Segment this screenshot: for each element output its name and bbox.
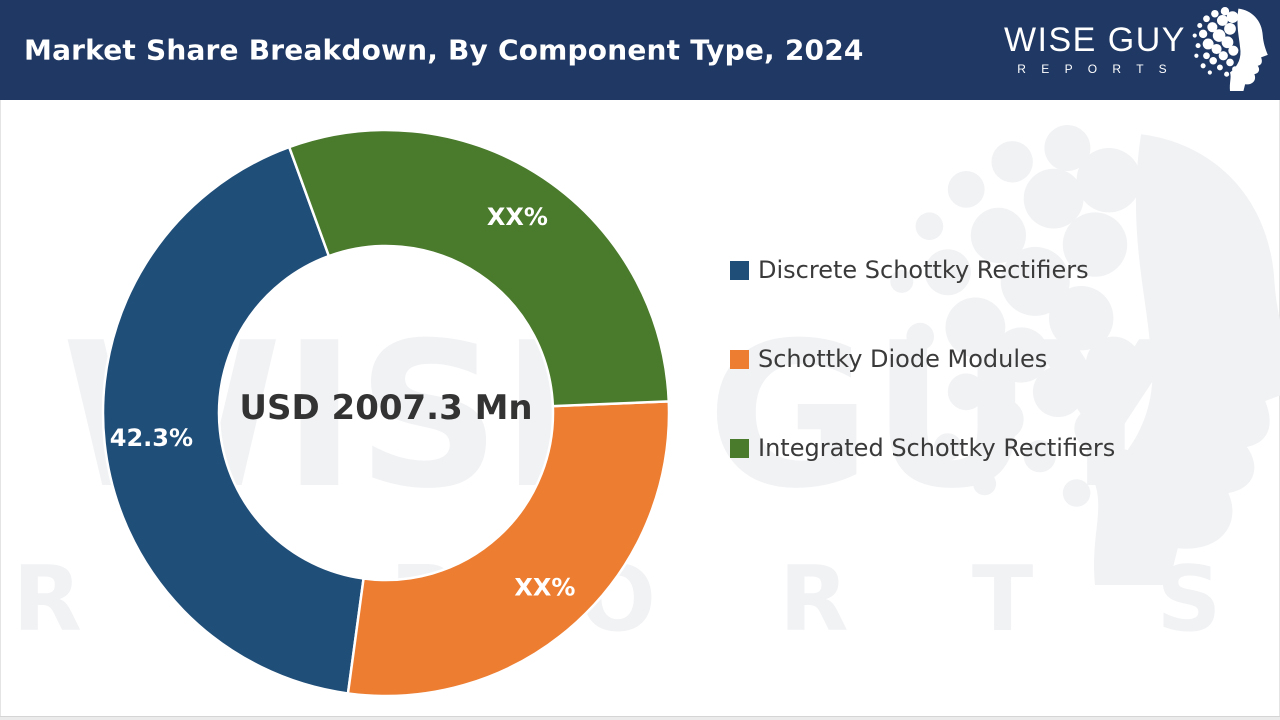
legend-item-discrete-schottky-rectifiers: Discrete Schottky Rectifiers xyxy=(730,256,1115,284)
legend-swatch-blue-icon xyxy=(730,260,749,280)
chart-legend: Discrete Schottky Rectifiers Schottky Di… xyxy=(730,256,1115,462)
legend-item-schottky-diode-modules: Schottky Diode Modules xyxy=(730,345,1115,373)
wise-guy-reports-logo: WISE GUY R E P O R T S xyxy=(1004,4,1272,94)
logo-subtext: R E P O R T S xyxy=(1017,62,1173,77)
header-bar: Market Share Breakdown, By Component Typ… xyxy=(0,0,1280,100)
slice-label-2: XX% xyxy=(487,203,548,231)
logo-text: WISE GUY R E P O R T S xyxy=(1003,20,1186,77)
logo-face-icon xyxy=(1192,7,1268,91)
slice-label-0: 42.3% xyxy=(110,424,193,452)
logo-wordmark: WISE GUY xyxy=(1003,20,1186,59)
slice-label-1: XX% xyxy=(514,574,575,602)
legend-label: Discrete Schottky Rectifiers xyxy=(758,256,1089,284)
footer-strip xyxy=(0,716,1280,720)
legend-item-integrated-schottky-rectifiers: Integrated Schottky Rectifiers xyxy=(730,434,1115,462)
legend-label: Integrated Schottky Rectifiers xyxy=(758,434,1116,462)
chart-center-value: USD 2007.3 Mn xyxy=(239,388,533,428)
legend-label: Schottky Diode Modules xyxy=(758,345,1048,373)
donut-segment-1 xyxy=(346,400,671,698)
page-title: Market Share Breakdown, By Component Typ… xyxy=(24,33,864,67)
donut-segment-2 xyxy=(287,128,671,408)
legend-swatch-orange-icon xyxy=(730,349,749,369)
legend-swatch-green-icon xyxy=(730,438,749,458)
donut-segment-0 xyxy=(101,145,365,695)
